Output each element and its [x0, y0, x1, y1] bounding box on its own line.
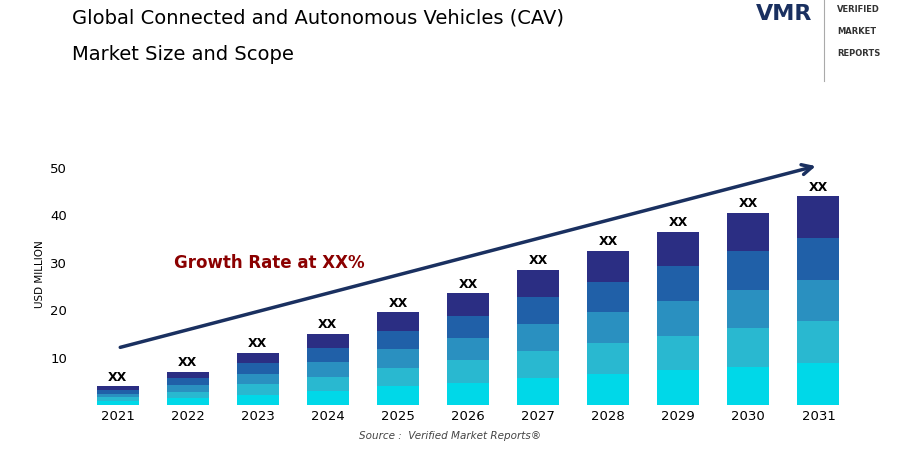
Bar	[166, 378, 209, 385]
Text: XX: XX	[739, 198, 758, 211]
Text: XX: XX	[458, 278, 478, 291]
Bar	[307, 348, 349, 362]
Bar	[657, 336, 699, 370]
Bar	[307, 391, 349, 405]
Bar	[447, 360, 489, 382]
Bar	[237, 363, 279, 374]
Bar	[447, 293, 489, 316]
Bar	[307, 377, 349, 391]
Bar	[237, 395, 279, 405]
Bar	[447, 338, 489, 360]
Text: XX: XX	[528, 254, 548, 267]
Text: XX: XX	[388, 297, 408, 310]
Bar	[518, 270, 559, 297]
Bar	[797, 196, 840, 238]
Bar	[377, 312, 418, 331]
Bar	[587, 282, 629, 312]
Bar	[797, 280, 840, 321]
Bar	[447, 316, 489, 338]
Text: Growth Rate at XX%: Growth Rate at XX%	[174, 254, 364, 272]
Bar	[307, 362, 349, 377]
Bar	[587, 343, 629, 374]
Text: REPORTS: REPORTS	[837, 50, 880, 58]
Text: XX: XX	[598, 235, 617, 248]
Bar	[96, 397, 139, 401]
Bar	[727, 328, 770, 367]
Bar	[166, 372, 209, 378]
Bar	[657, 301, 699, 336]
Bar	[96, 390, 139, 394]
Text: XX: XX	[248, 338, 267, 351]
Text: Global Connected and Autonomous Vehicles (CAV): Global Connected and Autonomous Vehicles…	[72, 9, 564, 28]
Bar	[96, 394, 139, 397]
Bar	[166, 392, 209, 398]
Bar	[377, 331, 418, 350]
Bar	[727, 290, 770, 328]
Bar	[727, 367, 770, 405]
Text: XX: XX	[669, 216, 688, 230]
Bar	[797, 321, 840, 363]
Bar	[518, 324, 559, 351]
Text: VMR: VMR	[756, 4, 813, 24]
Bar	[518, 351, 559, 378]
Text: MARKET: MARKET	[837, 27, 876, 36]
Bar	[797, 363, 840, 405]
Bar	[657, 266, 699, 301]
Bar	[237, 353, 279, 363]
Bar	[237, 374, 279, 384]
Text: Market Size and Scope: Market Size and Scope	[72, 45, 294, 64]
Bar	[587, 312, 629, 343]
Bar	[518, 378, 559, 405]
Bar	[727, 251, 770, 290]
Bar	[377, 350, 418, 368]
Text: XX: XX	[319, 319, 338, 332]
Bar	[96, 401, 139, 405]
Text: Source :  Verified Market Reports®: Source : Verified Market Reports®	[359, 431, 541, 441]
Bar	[518, 297, 559, 324]
Text: XX: XX	[108, 371, 127, 384]
Text: XX: XX	[178, 356, 197, 369]
Bar	[657, 232, 699, 266]
Bar	[377, 368, 418, 387]
Bar	[166, 385, 209, 392]
Text: VERIFIED: VERIFIED	[837, 4, 880, 13]
Bar	[797, 238, 840, 280]
Bar	[657, 370, 699, 405]
Bar	[587, 251, 629, 282]
Text: XX: XX	[809, 181, 828, 194]
Bar	[377, 387, 418, 405]
Bar	[237, 384, 279, 395]
Bar	[727, 213, 770, 251]
Y-axis label: USD MILLION: USD MILLION	[35, 241, 45, 308]
Bar	[587, 374, 629, 405]
Bar	[166, 398, 209, 405]
Bar	[447, 382, 489, 405]
Bar	[307, 334, 349, 348]
Bar	[96, 386, 139, 390]
